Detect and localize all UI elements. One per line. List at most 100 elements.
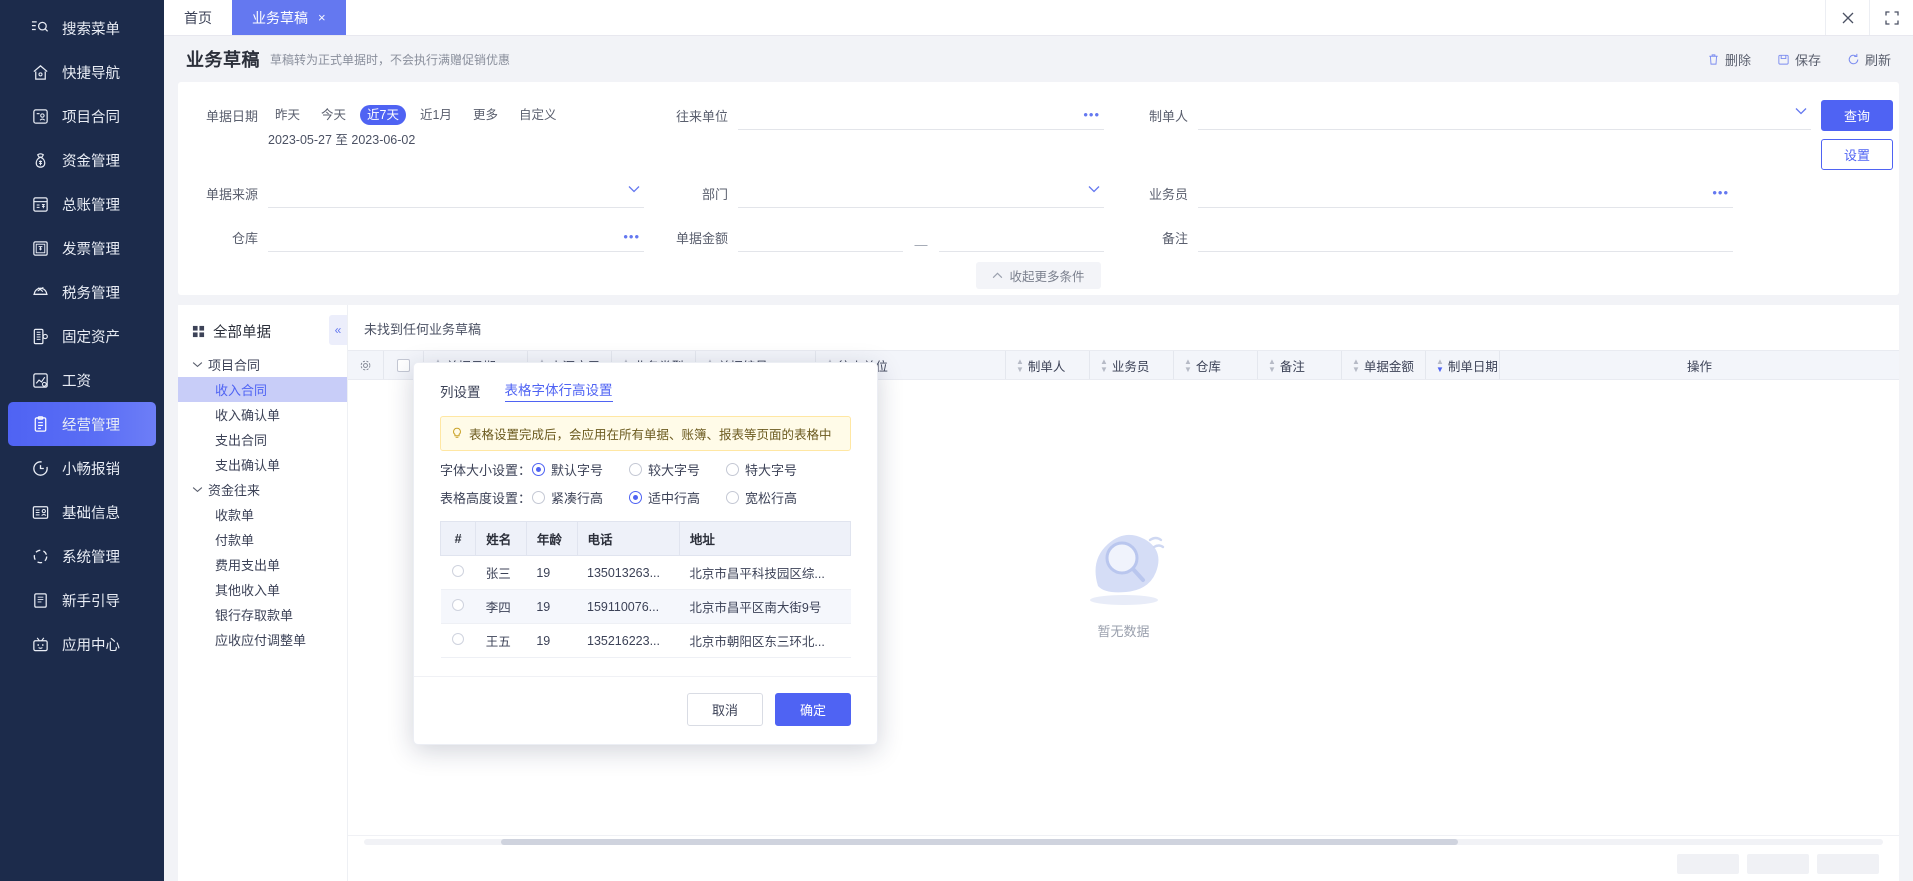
radio-icon[interactable] bbox=[452, 633, 465, 645]
tree-item-2-5[interactable]: 银行存取款单 bbox=[178, 602, 347, 627]
sidebar-item-10[interactable]: 经营管理 bbox=[8, 402, 156, 446]
tree-item-2-3[interactable]: 费用支出单 bbox=[178, 552, 347, 577]
delete-button[interactable]: 删除 bbox=[1707, 50, 1751, 69]
tab-business-draft[interactable]: 业务草稿 × bbox=[232, 0, 346, 35]
confirm-button[interactable]: 确定 bbox=[774, 693, 851, 726]
tree-collapse-button[interactable]: « bbox=[329, 315, 347, 345]
sidebar-item-3[interactable]: 项目合同 bbox=[8, 94, 156, 138]
sort-icon[interactable]: ▲▼ bbox=[1016, 356, 1024, 374]
tab-close-icon[interactable]: × bbox=[318, 10, 326, 25]
amount-max-input[interactable] bbox=[939, 222, 1104, 252]
table-settings-gear[interactable] bbox=[348, 351, 384, 379]
font-size-option-default[interactable]: 默认字号 bbox=[532, 460, 603, 479]
remark-input[interactable] bbox=[1198, 222, 1733, 252]
warehouse-more-icon[interactable]: ••• bbox=[623, 229, 640, 244]
footer-placeholder-3[interactable] bbox=[1817, 854, 1879, 874]
sidebar-item-5[interactable]: 总账管理 bbox=[8, 182, 156, 226]
sidebar-item-1[interactable]: 搜索菜单 bbox=[8, 6, 156, 50]
preparer-select[interactable] bbox=[1198, 100, 1811, 130]
sidebar-item-11[interactable]: 小畅报销 bbox=[8, 446, 156, 490]
sidebar-item-2[interactable]: 快捷导航 bbox=[8, 50, 156, 94]
sort-icon[interactable]: ▲▼ bbox=[1100, 356, 1108, 374]
font-size-option-large[interactable]: 较大字号 bbox=[629, 460, 700, 479]
horizontal-scrollbar[interactable] bbox=[348, 835, 1899, 847]
sidebar-item-7[interactable]: 税务管理 bbox=[8, 270, 156, 314]
radio-icon[interactable] bbox=[452, 599, 465, 611]
document-source-select[interactable] bbox=[268, 178, 644, 208]
tree-group-1[interactable]: 项目合同 bbox=[178, 352, 347, 377]
counterparty-more-icon[interactable]: ••• bbox=[1083, 107, 1100, 122]
footer-placeholder-1[interactable] bbox=[1677, 854, 1739, 874]
table-column-8[interactable]: ▲ ▼ 仓库 bbox=[1174, 351, 1258, 379]
warehouse-input[interactable]: ••• bbox=[268, 222, 644, 252]
radio-loose-row[interactable] bbox=[726, 491, 740, 504]
preview-radio-cell[interactable] bbox=[440, 555, 476, 590]
sidebar-item-15[interactable]: 应用中心 bbox=[8, 622, 156, 666]
tree-group-2[interactable]: 资金往来 bbox=[178, 477, 347, 502]
date-chip-3[interactable]: 近7天 bbox=[360, 105, 406, 125]
preview-radio-cell[interactable] bbox=[440, 589, 476, 624]
row-height-option-medium[interactable]: 适中行高 bbox=[629, 488, 700, 507]
date-chip-4[interactable]: 近1月 bbox=[419, 108, 452, 122]
sort-icon[interactable]: ▲▼ bbox=[1352, 356, 1360, 374]
footer-placeholder-2[interactable] bbox=[1747, 854, 1809, 874]
department-select[interactable] bbox=[738, 178, 1104, 208]
table-column-10[interactable]: ▲ ▼ 单据金额 bbox=[1342, 351, 1426, 379]
tree-item-1-3[interactable]: 支出合同 bbox=[178, 427, 347, 452]
radio-compact-row[interactable] bbox=[532, 491, 545, 504]
font-size-option-extra-large[interactable]: 特大字号 bbox=[726, 460, 797, 479]
preview-row[interactable]: 李四 19 159110076... 北京市昌平区南大街9号 bbox=[440, 589, 851, 624]
tree-item-1-4[interactable]: 支出确认单 bbox=[178, 452, 347, 477]
row-height-option-compact[interactable]: 紧凑行高 bbox=[532, 488, 603, 507]
radio-icon[interactable] bbox=[452, 565, 465, 577]
modal-tab-column-settings[interactable]: 列设置 bbox=[440, 384, 481, 400]
table-column-9[interactable]: ▲ ▼ 备注 bbox=[1258, 351, 1342, 379]
settings-button[interactable]: 设置 bbox=[1820, 139, 1893, 170]
salesperson-input[interactable]: ••• bbox=[1198, 178, 1733, 208]
table-column-6[interactable]: ▲ ▼ 制单人 bbox=[1006, 351, 1090, 379]
table-column-11[interactable]: ▲ ▼ 制单日期 bbox=[1426, 351, 1500, 379]
sidebar-item-14[interactable]: 新手引导 bbox=[8, 578, 156, 622]
preview-row[interactable]: 王五 19 135216223... 北京市朝阳区东三环北... bbox=[440, 623, 851, 658]
date-chip-6[interactable]: 自定义 bbox=[518, 108, 557, 122]
tree-item-2-6[interactable]: 应收应付调整单 bbox=[178, 627, 347, 652]
collapse-conditions-button[interactable]: 收起更多条件 bbox=[976, 262, 1101, 289]
save-button[interactable]: 保存 bbox=[1777, 50, 1821, 69]
tree-item-2-4[interactable]: 其他收入单 bbox=[178, 577, 347, 602]
date-chip-1[interactable]: 昨天 bbox=[275, 108, 301, 122]
sort-icon[interactable]: ▲▼ bbox=[1268, 356, 1276, 374]
query-button[interactable]: 查询 bbox=[1820, 100, 1893, 131]
sort-icon[interactable]: ▲▼ bbox=[1184, 356, 1192, 374]
sidebar-item-4[interactable]: 资金管理 bbox=[8, 138, 156, 182]
scrollbar-track[interactable] bbox=[364, 838, 1883, 845]
refresh-button[interactable]: 刷新 bbox=[1847, 50, 1891, 69]
sort-icon[interactable]: ▲▼ bbox=[1436, 356, 1444, 374]
radio-medium-row[interactable] bbox=[629, 491, 643, 504]
preview-row[interactable]: 张三 19 135013263... 北京市昌平科技园区综... bbox=[440, 555, 851, 590]
checkbox-icon[interactable] bbox=[397, 358, 410, 372]
row-height-option-loose[interactable]: 宽松行高 bbox=[726, 488, 797, 507]
tree-root[interactable]: 全部单据 bbox=[178, 317, 347, 352]
salesperson-more-icon[interactable]: ••• bbox=[1712, 185, 1729, 200]
sidebar-item-6[interactable]: 发票管理 bbox=[8, 226, 156, 270]
fullscreen-window-button[interactable] bbox=[1869, 0, 1913, 35]
modal-tab-font-row-height[interactable]: 表格字体行高设置 bbox=[504, 379, 613, 402]
sidebar-item-13[interactable]: 系统管理 bbox=[8, 534, 156, 578]
tree-item-1-2[interactable]: 收入确认单 bbox=[178, 402, 347, 427]
scrollbar-thumb[interactable] bbox=[500, 838, 1458, 845]
sidebar-item-8[interactable]: 固定资产 bbox=[8, 314, 156, 358]
tree-item-2-1[interactable]: 收款单 bbox=[178, 502, 347, 527]
amount-min-input[interactable] bbox=[738, 222, 903, 252]
preview-radio-cell[interactable] bbox=[440, 623, 476, 658]
close-window-button[interactable] bbox=[1825, 0, 1869, 35]
sidebar-item-9[interactable]: 工资 bbox=[8, 358, 156, 402]
table-column-7[interactable]: ▲ ▼ 业务员 bbox=[1090, 351, 1174, 379]
tree-item-2-2[interactable]: 付款单 bbox=[178, 527, 347, 552]
radio-large-font[interactable] bbox=[629, 463, 643, 476]
radio-extra-large-font[interactable] bbox=[726, 463, 740, 476]
sidebar-item-12[interactable]: 基础信息 bbox=[8, 490, 156, 534]
date-chip-2[interactable]: 今天 bbox=[321, 108, 347, 122]
counterparty-input[interactable]: ••• bbox=[738, 100, 1104, 130]
tree-item-1-1[interactable]: 收入合同 bbox=[178, 377, 347, 402]
radio-default-font[interactable] bbox=[532, 463, 545, 476]
